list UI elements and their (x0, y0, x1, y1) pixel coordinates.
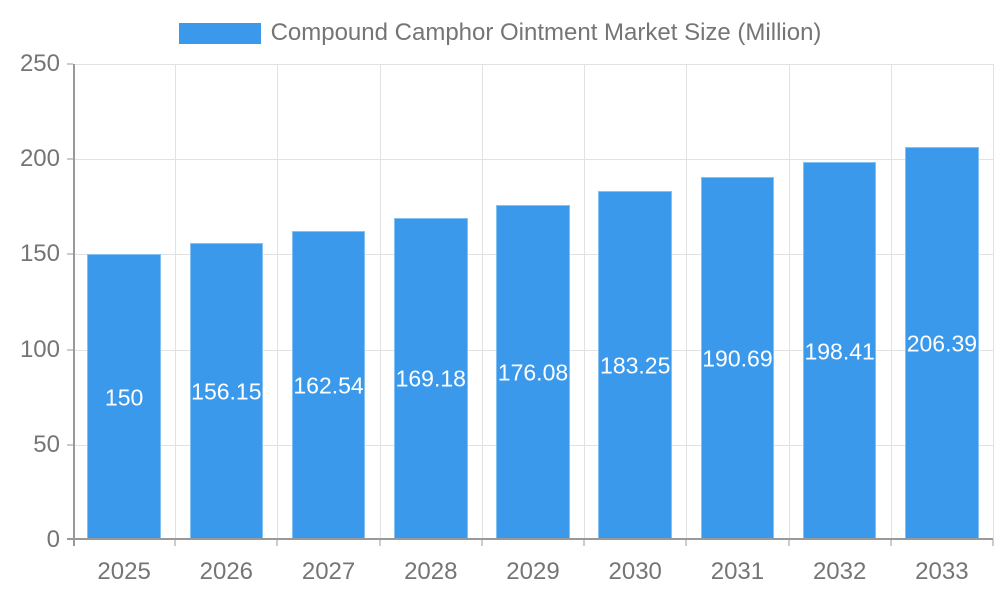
bar-value-label: 190.69 (702, 345, 773, 372)
y-tick-mark (67, 348, 73, 351)
y-axis-line (73, 64, 75, 546)
x-tick-label: 2031 (710, 558, 765, 585)
bar[interactable]: 150 (87, 254, 161, 540)
x-tick-mark (788, 540, 790, 546)
plot-area: 150 156.15 162.54 169.18 176.08 183.25 190.69 1… (67, 63, 994, 546)
bar[interactable]: 206.39 (905, 147, 979, 540)
bar[interactable]: 169.18 (393, 217, 468, 540)
x-grid-line (686, 64, 687, 540)
y-tick-label: 0 (46, 526, 60, 553)
legend-label: Compound Camphor Ointment Market Size (M… (270, 19, 822, 46)
x-grid-line (380, 64, 381, 540)
x-grid-line (891, 64, 892, 540)
x-tick-mark (379, 540, 381, 546)
x-tick-label: 2025 (97, 558, 151, 585)
x-tick-mark (583, 540, 585, 546)
x-grid-line (993, 64, 994, 540)
bar-value-label: 206.39 (906, 330, 978, 357)
bar-value-label: 183.25 (600, 352, 671, 379)
bar[interactable]: 198.41 (802, 162, 877, 540)
bar[interactable]: 156.15 (189, 242, 264, 540)
y-tick-mark (67, 63, 73, 65)
x-tick-label: 2026 (199, 558, 254, 585)
x-grid-line (175, 64, 176, 540)
x-axis-line (67, 538, 993, 540)
y-tick-label: 200 (19, 145, 60, 173)
bar-value-label: 156.15 (191, 378, 262, 405)
x-grid-line (789, 64, 790, 540)
x-grid-line (482, 64, 483, 540)
x-tick-mark (890, 540, 892, 546)
x-tick-mark (481, 540, 483, 546)
x-tick-label: 2033 (915, 558, 969, 585)
bar[interactable]: 183.25 (598, 191, 673, 540)
x-grid-line (277, 64, 278, 540)
bar-value-label: 176.08 (497, 359, 569, 386)
bar-value-label: 198.41 (804, 338, 875, 365)
bar[interactable]: 176.08 (496, 204, 570, 540)
y-grid-line (73, 159, 993, 161)
y-tick-mark (67, 443, 73, 446)
y-tick-label: 100 (19, 335, 60, 363)
legend-swatch-icon (178, 22, 261, 44)
y-tick-label: 250 (19, 50, 60, 77)
x-grid-line (584, 64, 585, 540)
x-tick-label: 2030 (608, 558, 662, 585)
x-tick-label: 2029 (506, 558, 560, 585)
x-tick-label: 2027 (301, 558, 356, 585)
y-tick-mark (67, 253, 73, 256)
bar-value-label: 169.18 (395, 365, 466, 392)
bar[interactable]: 162.54 (291, 230, 366, 540)
x-tick-mark (276, 540, 278, 546)
y-grid-line (73, 64, 993, 65)
bar-value-label: 150 (104, 384, 144, 411)
y-tick-label: 50 (33, 430, 60, 458)
x-tick-mark (992, 540, 994, 546)
chart-legend[interactable]: Compound Camphor Ointment Market Size (M… (0, 19, 1000, 47)
bar-value-label: 162.54 (293, 372, 364, 399)
x-tick-mark (685, 540, 687, 546)
y-tick-mark (67, 158, 73, 161)
x-tick-label: 2028 (404, 558, 458, 585)
x-tick-mark (174, 540, 176, 546)
x-tick-label: 2032 (812, 558, 867, 585)
y-tick-label: 150 (19, 240, 60, 268)
bar[interactable]: 190.69 (700, 176, 775, 540)
